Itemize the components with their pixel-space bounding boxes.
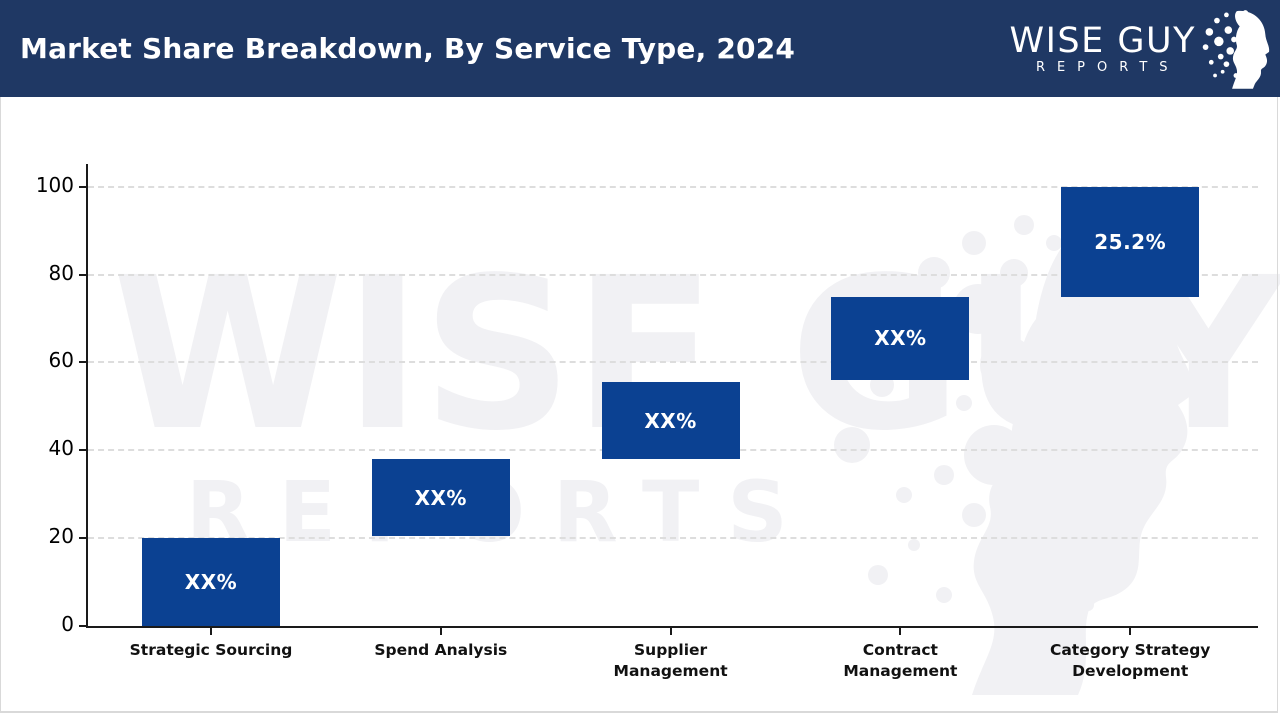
x-category-label: Contract Management — [770, 640, 1030, 682]
y-tick-label: 40 — [48, 436, 74, 461]
gridline — [88, 537, 1258, 540]
wise-guy-logo: WISE GUY REPORTS — [1009, 6, 1270, 92]
y-axis-tick — [79, 537, 86, 540]
bar-value-label: XX% — [874, 326, 927, 351]
bar: XX% — [142, 538, 280, 626]
header: Market Share Breakdown, By Service Type,… — [0, 0, 1280, 97]
gridline — [88, 361, 1258, 364]
y-tick-label: 0 — [61, 612, 74, 636]
x-category-label-line: Management — [843, 661, 958, 680]
x-category-label-line: Development — [1072, 661, 1189, 680]
gridline — [88, 273, 1258, 276]
bar-value-label: XX% — [184, 570, 238, 595]
x-category-label-line: Strategic Sourcing — [129, 641, 293, 659]
y-tick-label: 60 — [48, 348, 74, 373]
logo-face-icon — [1202, 10, 1270, 89]
x-category-label-line: Contract — [862, 641, 938, 659]
x-axis-line — [86, 626, 1258, 628]
x-category-label: Category Strategy Development — [1000, 640, 1260, 682]
logo-reports-text: REPORTS — [1035, 60, 1180, 76]
bar: 25.2% — [1061, 186, 1200, 298]
y-tick-label: 100 — [35, 172, 74, 197]
bar: XX% — [831, 296, 970, 381]
page-title: Market Share Breakdown, By Service Type,… — [20, 32, 796, 65]
bar-value-label: XX% — [414, 485, 467, 510]
gridline — [88, 185, 1258, 188]
logo-wordmark: WISE GUY REPORTS — [1009, 20, 1196, 76]
y-axis-tick — [79, 361, 86, 364]
y-tick-label: 80 — [48, 260, 74, 285]
x-axis-tick — [899, 628, 902, 635]
chart-frame — [0, 97, 1278, 713]
x-category-label-line: Supplier — [634, 641, 708, 659]
y-axis-tick — [79, 273, 86, 276]
bar: XX% — [601, 382, 740, 460]
y-tick-label: 20 — [48, 524, 74, 549]
logo-wiseguy-text: WISE GUY — [1009, 20, 1196, 61]
x-axis-tick — [210, 628, 212, 635]
x-axis-tick — [1129, 628, 1132, 635]
bar-value-label: XX% — [644, 408, 697, 433]
x-category-label: Supplier Management — [541, 640, 801, 682]
x-category-label-line: Spend Analysis — [374, 641, 508, 659]
x-axis-tick — [439, 628, 442, 635]
x-category-label: Strategic Sourcing — [81, 640, 341, 661]
x-category-label: Spend Analysis — [311, 640, 571, 661]
y-axis-tick — [79, 625, 86, 627]
y-axis-tick — [79, 449, 86, 452]
bar: XX% — [371, 459, 510, 536]
x-category-label-line: Category Strategy — [1049, 641, 1211, 659]
y-axis-tick — [79, 185, 86, 188]
bar-value-label: 25.2% — [1094, 230, 1167, 255]
x-category-label-line: Management — [613, 661, 728, 680]
y-axis-line — [86, 164, 88, 628]
x-axis-tick — [669, 628, 672, 635]
